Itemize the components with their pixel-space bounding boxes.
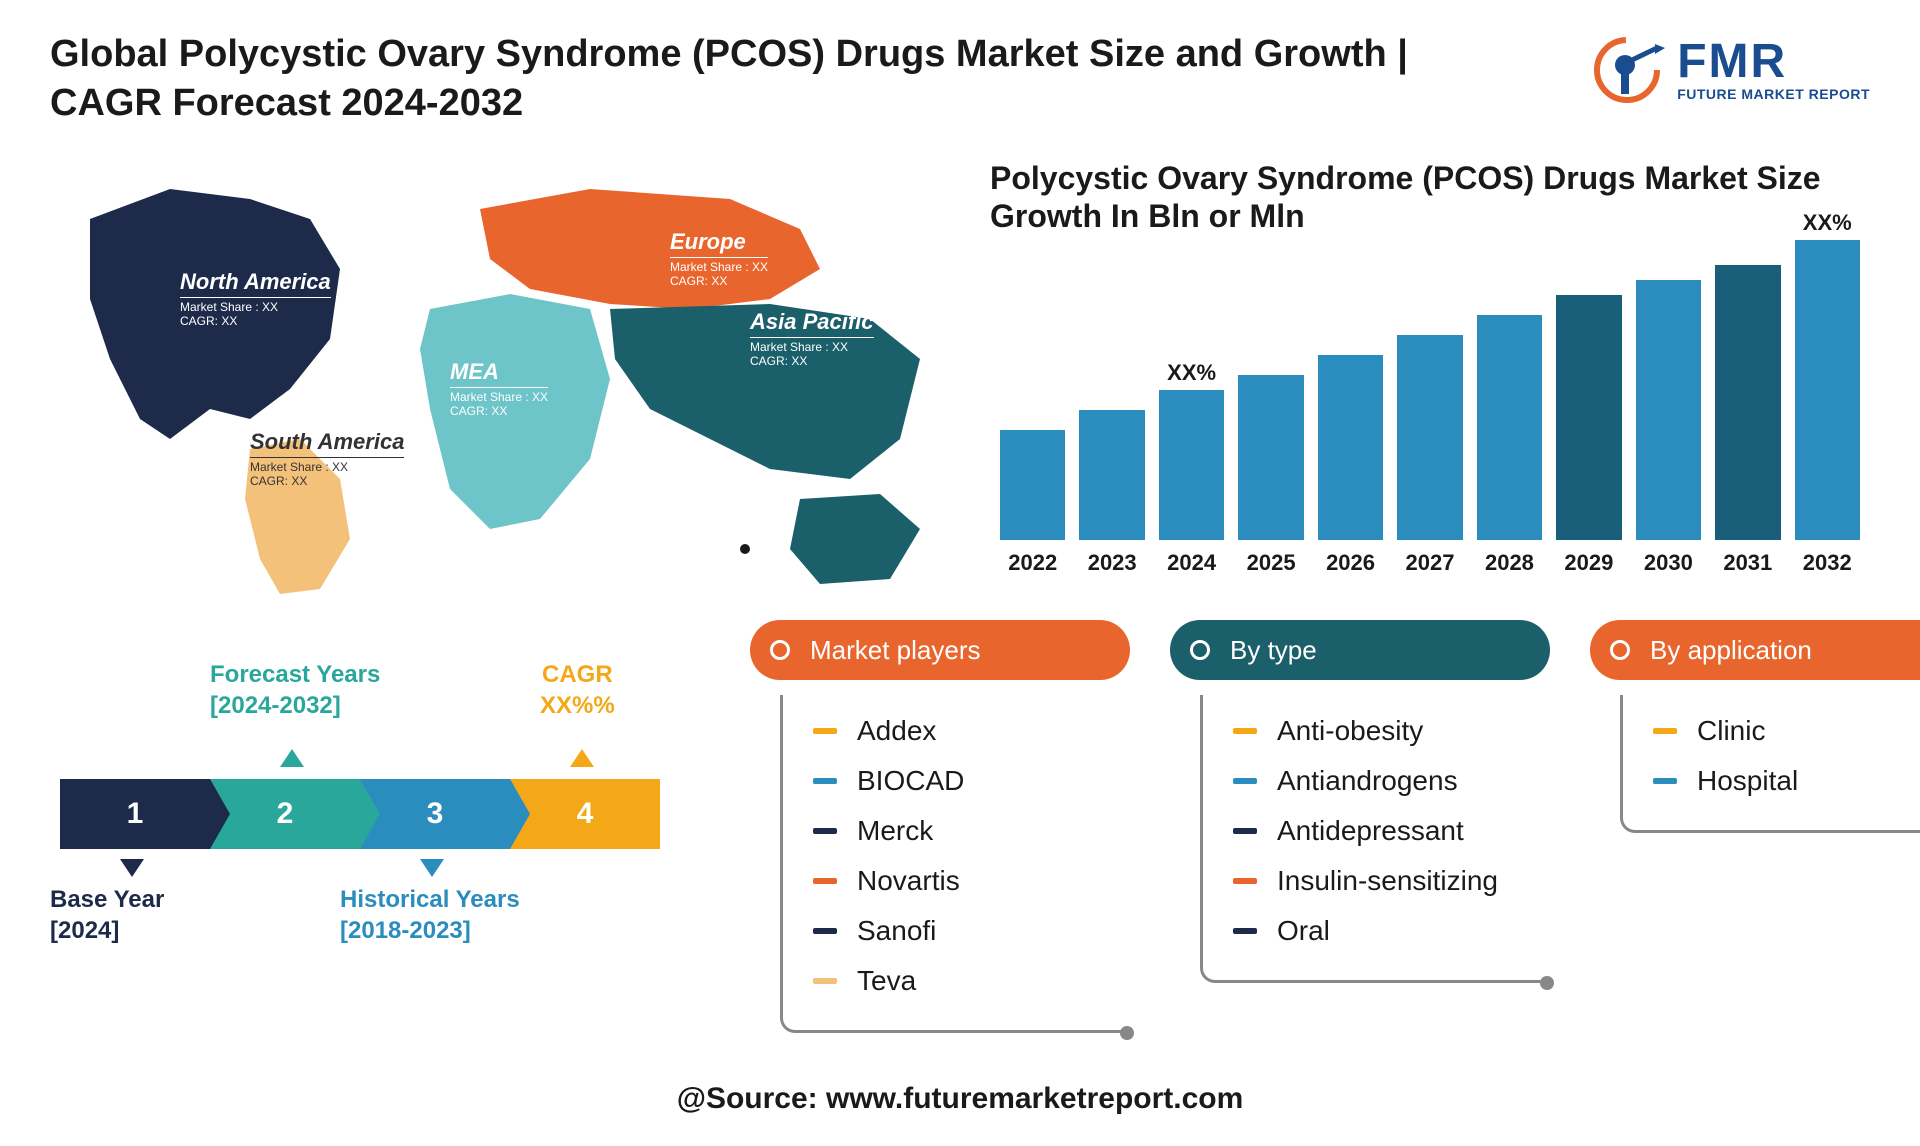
bar — [1397, 335, 1462, 540]
category-item: Addex — [813, 715, 1110, 747]
bar-year-label: 2028 — [1485, 550, 1534, 576]
categories-section: Market players Addex BIOCAD Merck Novartis Sa… — [750, 620, 1920, 1033]
bar-item: 2029 — [1556, 295, 1621, 576]
category-item: Oral — [1233, 915, 1530, 947]
category-item: Merck — [813, 815, 1110, 847]
category-item: Teva — [813, 965, 1110, 997]
category-body: Anti-obesity Antiandrogens Antidepressant I… — [1200, 695, 1550, 983]
bar-year-label: 2025 — [1247, 550, 1296, 576]
bar-year-label: 2031 — [1723, 550, 1772, 576]
world-map: North AmericaMarket Share : XXCAGR: XX So… — [50, 159, 950, 599]
timeline-step-2: 2 — [210, 779, 360, 849]
bar — [1477, 315, 1542, 540]
bar-item: 2025 — [1238, 375, 1303, 576]
category-item: Hospital — [1653, 765, 1920, 797]
bar-item: XX%2032 — [1795, 240, 1860, 576]
timeline-bar: 1 2 3 4 — [60, 779, 660, 849]
category-item: Anti-obesity — [1233, 715, 1530, 747]
category-item: Antiandrogens — [1233, 765, 1530, 797]
bar-year-label: 2026 — [1326, 550, 1375, 576]
bar-year-label: 2022 — [1008, 550, 1057, 576]
category-header: By application — [1590, 620, 1920, 680]
source-text: @Source: www.futuremarketreport.com — [677, 1082, 1244, 1116]
bar-item: 2028 — [1477, 315, 1542, 576]
category-header: Market players — [750, 620, 1130, 680]
historical-arrow-icon — [420, 859, 444, 877]
timeline-section: Forecast Years [2024-2032] CAGR XX%% 1 2… — [50, 659, 690, 939]
logo-fmr-text: FMR — [1677, 38, 1870, 86]
bar-item: 2022 — [1000, 430, 1065, 576]
forecast-arrow-icon — [280, 749, 304, 767]
bar-chart-title: Polycystic Ovary Syndrome (PCOS) Drugs M… — [990, 159, 1870, 236]
bar — [1238, 375, 1303, 540]
page-title: Global Polycystic Ovary Syndrome (PCOS) … — [50, 30, 1450, 129]
logo-sub-text: FUTURE MARKET REPORT — [1677, 86, 1870, 102]
base-arrow-icon — [120, 859, 144, 877]
bar-year-label: 2027 — [1406, 550, 1455, 576]
bar — [1159, 390, 1224, 540]
bar-year-label: 2032 — [1803, 550, 1852, 576]
category-item: Novartis — [813, 865, 1110, 897]
bar — [1715, 265, 1780, 540]
category-item: Clinic — [1653, 715, 1920, 747]
category-column: By application Clinic Hospital — [1590, 620, 1920, 1033]
bar — [1000, 430, 1065, 540]
region-label-mea: MEAMarket Share : XXCAGR: XX — [450, 359, 548, 418]
fmr-logo: FMR FUTURE MARKET REPORT — [1587, 30, 1870, 110]
bar-year-label: 2023 — [1088, 550, 1137, 576]
bar-chart: 20222023XX%20242025202620272028202920302… — [990, 256, 1870, 576]
bar-item: 2023 — [1079, 410, 1144, 576]
region-label-south-america: South AmericaMarket Share : XXCAGR: XX — [250, 429, 404, 488]
bar — [1079, 410, 1144, 540]
cagr-arrow-icon — [570, 749, 594, 767]
category-item: Insulin-sensitizing — [1233, 865, 1530, 897]
timeline-step-1: 1 — [60, 779, 210, 849]
category-column: By type Anti-obesity Antiandrogens Antidepr… — [1170, 620, 1550, 1033]
base-label: Base Year [2024] — [50, 884, 164, 946]
category-body: Addex BIOCAD Merck Novartis Sanofi Teva — [780, 695, 1130, 1033]
region-label-north-america: North AmericaMarket Share : XXCAGR: XX — [180, 269, 331, 328]
bar — [1636, 280, 1701, 540]
bar-item: XX%2024 — [1159, 390, 1224, 576]
bar — [1556, 295, 1621, 540]
bar-item: 2027 — [1397, 335, 1462, 576]
bar — [1795, 240, 1860, 540]
bar-year-label: 2024 — [1167, 550, 1216, 576]
forecast-label: Forecast Years [2024-2032] — [210, 659, 380, 721]
bar-year-label: 2030 — [1644, 550, 1693, 576]
bar-item: 2026 — [1318, 355, 1383, 576]
category-column: Market players Addex BIOCAD Merck Novartis Sa… — [750, 620, 1130, 1033]
category-body: Clinic Hospital — [1620, 695, 1920, 833]
category-item: Sanofi — [813, 915, 1110, 947]
cagr-label: CAGR XX%% — [540, 659, 615, 721]
category-item: BIOCAD — [813, 765, 1110, 797]
bar-annotation: XX% — [1167, 360, 1216, 386]
bar-item: 2030 — [1636, 280, 1701, 576]
bar-year-label: 2029 — [1564, 550, 1613, 576]
bar — [1318, 355, 1383, 540]
region-label-asia-pacific: Asia PacificMarket Share : XXCAGR: XX — [750, 309, 874, 368]
category-item: Antidepressant — [1233, 815, 1530, 847]
historical-label: Historical Years [2018-2023] — [340, 884, 520, 946]
bar-item: 2031 — [1715, 265, 1780, 576]
category-header: By type — [1170, 620, 1550, 680]
timeline-step-3: 3 — [360, 779, 510, 849]
logo-icon — [1587, 30, 1667, 110]
bar-annotation: XX% — [1803, 210, 1852, 236]
region-label-europe: EuropeMarket Share : XXCAGR: XX — [670, 229, 768, 288]
timeline-step-4: 4 — [510, 779, 660, 849]
